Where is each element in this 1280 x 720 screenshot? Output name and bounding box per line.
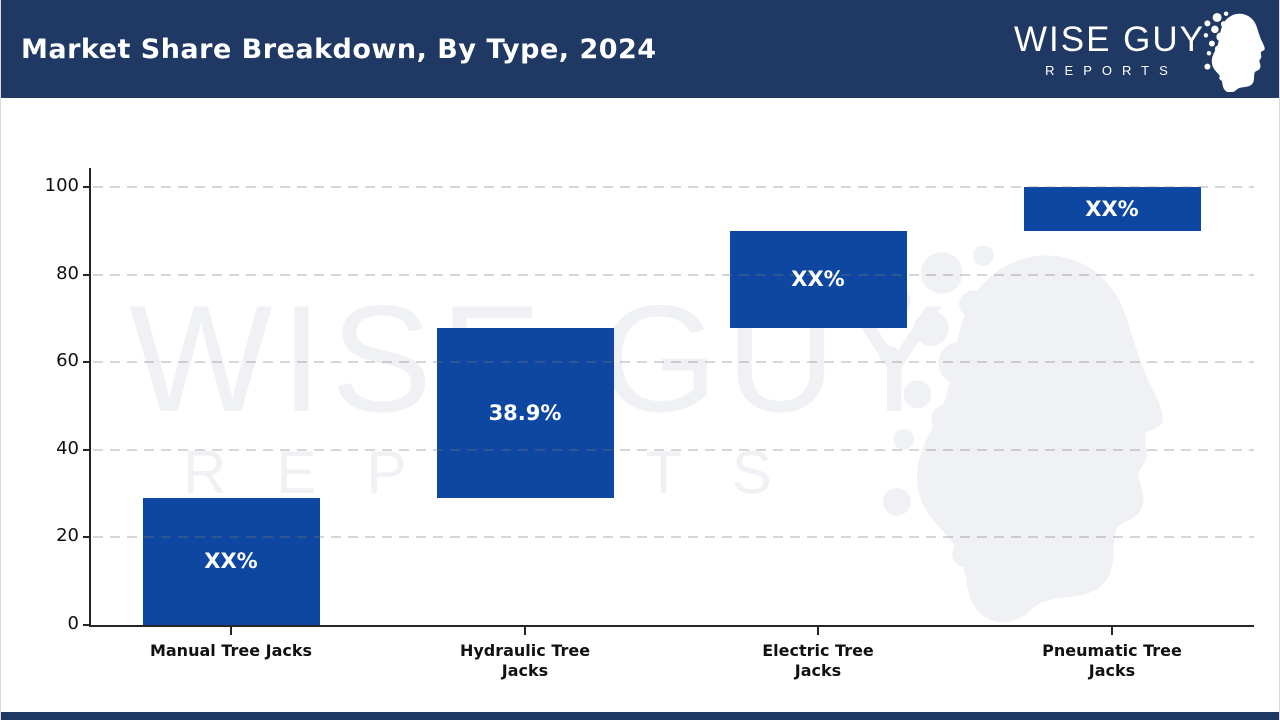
y-gridline xyxy=(93,186,1254,188)
y-gridline xyxy=(93,273,1254,276)
logo-wordmark: WISE GUY xyxy=(1013,20,1205,59)
y-axis-line xyxy=(89,168,91,627)
y-axis-tick-label: 60 xyxy=(56,350,79,372)
y-axis-tick-label: 40 xyxy=(56,437,79,459)
footer-bar xyxy=(1,712,1279,720)
bar-manual-tree-jacks xyxy=(142,497,320,625)
y-gridline xyxy=(93,536,1254,539)
y-gridline xyxy=(93,448,1254,451)
watermark-head-icon xyxy=(879,245,1164,622)
y-axis-tickmark xyxy=(83,536,91,539)
y-axis-tickmark xyxy=(83,448,91,451)
y-axis-tickmark xyxy=(83,624,91,626)
x-axis-category-label: Hydraulic Tree Jacks xyxy=(459,641,591,680)
wise-guy-logo: WISE GUY REPORTS xyxy=(1011,8,1267,92)
y-gridline xyxy=(93,361,1254,364)
y-axis-tickmark xyxy=(83,361,91,364)
x-axis-category-label: Electric Tree Jacks xyxy=(762,641,874,680)
bar-hydraulic-tree-jacks xyxy=(436,327,614,498)
y-axis-tick-label: 80 xyxy=(56,262,79,284)
logo-head-icon xyxy=(1203,11,1265,92)
bar-value-label: XX% xyxy=(1085,196,1139,221)
x-axis-category-label: Manual Tree Jacks xyxy=(149,641,313,660)
x-axis-tickmark xyxy=(817,627,819,635)
bar-value-label: XX% xyxy=(204,549,258,574)
bar-electric-tree-jacks xyxy=(729,230,907,328)
logo-subtitle: REPORTS xyxy=(1045,63,1178,78)
y-axis-tickmark xyxy=(83,273,91,276)
x-axis-tickmark xyxy=(524,627,526,635)
header-bar: Market Share Breakdown, By Type, 2024 WI… xyxy=(1,0,1279,98)
bar-value-label: 38.9% xyxy=(488,400,562,425)
page-title: Market Share Breakdown, By Type, 2024 xyxy=(21,33,657,65)
logo-text: WISE GUY REPORTS xyxy=(1014,20,1205,78)
bar-pneumatic-tree-jacks xyxy=(1023,187,1201,231)
x-axis-tickmark xyxy=(1111,627,1113,635)
y-axis-tick-label: 100 xyxy=(44,175,79,196)
y-axis-tick-label: 0 xyxy=(67,613,79,634)
x-axis-tickmark xyxy=(230,627,232,635)
bar-value-label: XX% xyxy=(791,267,845,292)
y-axis-tick-label: 20 xyxy=(56,525,79,547)
y-axis-tickmark xyxy=(83,186,91,188)
x-axis-line xyxy=(89,625,1254,627)
x-axis-category-label: Pneumatic Tree Jacks xyxy=(1042,641,1182,680)
